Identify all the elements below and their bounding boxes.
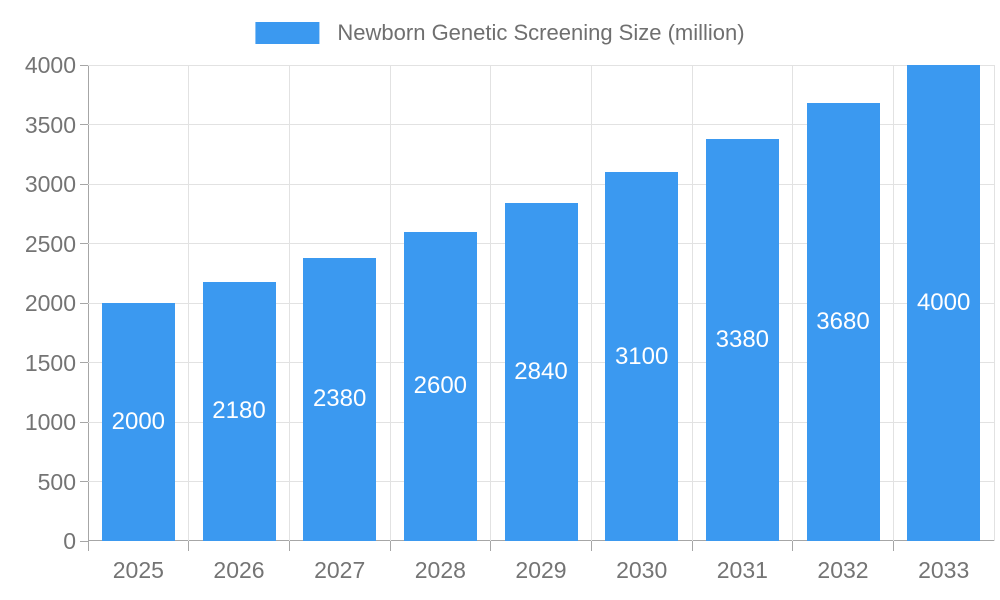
- bar-value-label: 3100: [614, 342, 669, 370]
- x-gridline: [792, 65, 794, 541]
- y-axis-tick: [80, 421, 88, 423]
- y-axis-tick: [80, 540, 88, 542]
- y-axis-tick: [80, 362, 88, 363]
- x-axis-tick: [792, 541, 794, 551]
- bar-value-label: 2380: [312, 385, 367, 413]
- x-axis-tick: [490, 541, 492, 551]
- bar-value-label: 2000: [111, 408, 166, 435]
- y-gridline: [88, 183, 994, 185]
- y-axis-tick: [80, 183, 88, 185]
- y-axis-tick: [80, 481, 88, 482]
- bar[interactable]: 2000: [101, 303, 175, 541]
- x-axis-label: 2027: [314, 557, 366, 583]
- x-axis-label: 2026: [213, 557, 265, 583]
- x-gridline: [691, 65, 693, 541]
- bar[interactable]: 3680: [806, 103, 880, 541]
- y-axis-label: 2500: [24, 230, 76, 257]
- bar[interactable]: 3100: [605, 172, 679, 541]
- x-gridline: [389, 65, 391, 541]
- y-axis-label: 2000: [24, 290, 76, 316]
- y-axis-label: 1000: [24, 409, 76, 435]
- y-axis-overhang: [87, 541, 89, 551]
- x-axis-tick: [188, 541, 190, 551]
- bar[interactable]: 2600: [403, 231, 477, 541]
- x-axis-tick: [892, 541, 894, 551]
- y-axis-label: 1500: [24, 349, 76, 376]
- x-gridline: [590, 65, 592, 541]
- bar[interactable]: 2180: [202, 281, 276, 541]
- bar-value-label: 3380: [715, 325, 770, 353]
- x-axis-label: 2032: [817, 557, 869, 583]
- x-gridline: [490, 65, 492, 541]
- legend-swatch: [255, 22, 320, 44]
- bar[interactable]: 2840: [504, 203, 578, 541]
- y-axis-label: 3500: [24, 111, 76, 138]
- bar-value-label: 2180: [212, 397, 266, 425]
- bar-value-label: 4000: [916, 289, 971, 316]
- y-axis-label: 500: [37, 468, 76, 495]
- x-axis-tick: [389, 541, 391, 551]
- x-gridline: [288, 65, 290, 541]
- y-axis-label: 0: [63, 528, 76, 554]
- bar[interactable]: 3380: [705, 138, 779, 541]
- bar[interactable]: 4000: [907, 65, 981, 541]
- x-axis-label: 2028: [414, 557, 466, 583]
- y-gridline: [88, 64, 994, 66]
- x-axis-tick: [590, 541, 592, 551]
- x-gridline: [188, 65, 190, 541]
- y-axis-tick: [80, 124, 88, 125]
- y-axis-label: 3000: [24, 171, 76, 197]
- x-gridline: [892, 65, 894, 541]
- x-axis-label: 2025: [112, 557, 164, 583]
- legend-label: Newborn Genetic Screening Size (million): [337, 20, 745, 45]
- bar-value-label: 3680: [816, 308, 870, 336]
- legend-item[interactable]: Newborn Genetic Screening Size (million): [255, 20, 745, 46]
- bar-value-label: 2840: [514, 358, 568, 385]
- y-axis-tick: [80, 243, 88, 244]
- x-axis-label: 2029: [515, 557, 567, 583]
- y-gridline: [88, 124, 994, 125]
- x-axis-label: 2031: [716, 557, 768, 583]
- y-axis-tick: [80, 302, 88, 304]
- x-axis-label: 2030: [616, 557, 668, 583]
- bar-value-label: 2600: [413, 372, 468, 400]
- x-axis-tick: [691, 541, 693, 551]
- x-axis-tick: [288, 541, 290, 551]
- x-gridline-right-edge: [993, 65, 995, 541]
- y-axis-label: 4000: [24, 52, 76, 78]
- x-axis-label: 2033: [918, 557, 970, 583]
- bar[interactable]: 2380: [303, 257, 377, 541]
- y-axis-tick: [80, 64, 88, 66]
